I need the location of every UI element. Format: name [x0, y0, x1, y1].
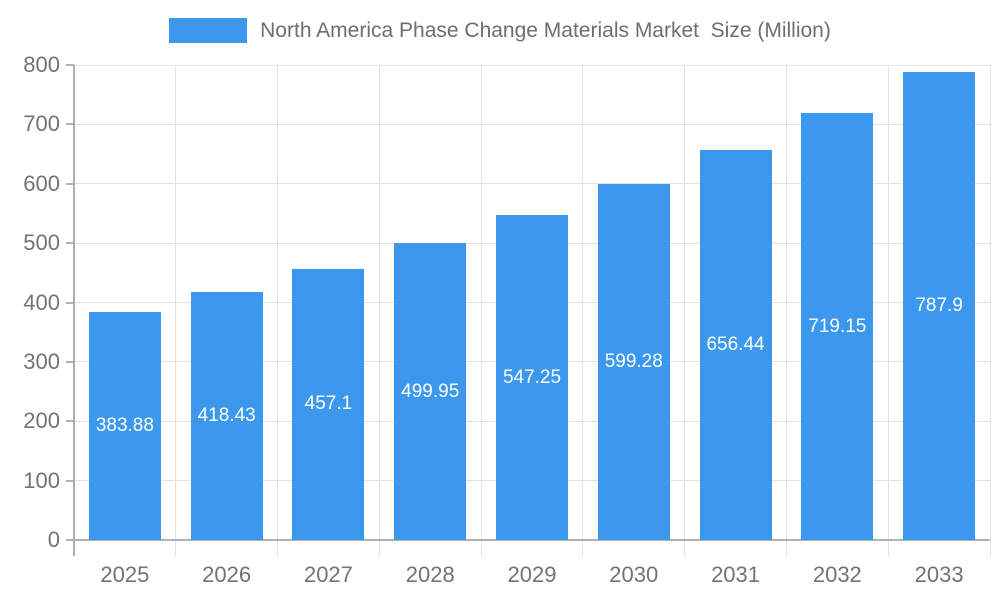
bar-2029[interactable] [496, 215, 568, 540]
y-axis-label: 0 [47, 527, 60, 552]
x-axis-label: 2031 [711, 562, 761, 587]
bar-2026[interactable] [190, 291, 263, 540]
x-axis-label: 2027 [303, 562, 353, 587]
bar-value-label: 383.88 [95, 415, 154, 437]
y-axis-line [73, 65, 75, 556]
y-axis-label: 200 [23, 408, 60, 434]
x-gridline [989, 65, 991, 556]
bar-value-label: 656.44 [706, 334, 765, 356]
y-axis-tick [66, 123, 74, 126]
y-gridline [74, 183, 990, 185]
x-gridline [378, 65, 380, 556]
y-axis-label: 500 [23, 230, 60, 256]
y-axis-label: 700 [23, 111, 60, 137]
y-axis-label: 800 [23, 52, 60, 77]
y-axis-label: 300 [23, 348, 60, 374]
bar-2033[interactable] [903, 72, 976, 540]
bar-2027[interactable] [292, 268, 365, 540]
x-axis-line [66, 539, 990, 541]
bar-2025[interactable] [88, 312, 161, 540]
bar-value-label: 719.15 [808, 315, 867, 337]
x-gridline [480, 65, 482, 556]
x-gridline [887, 65, 889, 556]
bar-2031[interactable] [699, 150, 772, 540]
bar-value-label: 457.1 [304, 393, 353, 415]
y-axis-tick [66, 479, 74, 482]
x-axis-label: 2032 [812, 562, 862, 587]
chart-legend[interactable]: North America Phase Change Materials Mar… [0, 18, 1000, 43]
y-axis-label: 600 [23, 170, 60, 196]
x-axis-label: 2029 [507, 562, 557, 587]
x-gridline [582, 65, 584, 556]
y-axis-tick [66, 360, 74, 363]
x-axis-label: 2033 [914, 562, 964, 587]
x-gridline [684, 65, 686, 556]
bar-value-label: 599.28 [604, 351, 663, 373]
y-axis-label: 100 [23, 467, 60, 493]
x-gridline [175, 65, 177, 556]
y-axis-label: 400 [23, 289, 60, 315]
x-axis-label: 2026 [202, 562, 252, 587]
bar-value-label: 547.25 [502, 366, 562, 388]
bar-2028[interactable] [394, 243, 467, 540]
bar-2030[interactable] [597, 184, 670, 540]
y-gridline [74, 64, 990, 66]
y-axis-tick [66, 420, 74, 423]
y-axis-tick [66, 242, 74, 245]
legend-swatch-icon [169, 18, 248, 43]
x-gridline [277, 65, 279, 556]
x-axis-label: 2030 [609, 562, 659, 587]
bar-value-label: 787.9 [915, 295, 963, 317]
bar-value-label: 499.95 [401, 380, 460, 402]
x-gridline [785, 65, 787, 556]
x-axis-label: 2025 [100, 562, 150, 587]
bar-2032[interactable] [801, 113, 874, 540]
chart-title: North America Phase Change Materials Mar… [260, 19, 831, 42]
y-axis-tick [66, 301, 74, 304]
bar-value-label: 418.43 [197, 404, 256, 426]
y-axis-tick [66, 182, 74, 185]
x-axis-label: 2028 [405, 562, 455, 587]
y-gridline [74, 123, 990, 125]
y-axis-tick [66, 64, 74, 66]
